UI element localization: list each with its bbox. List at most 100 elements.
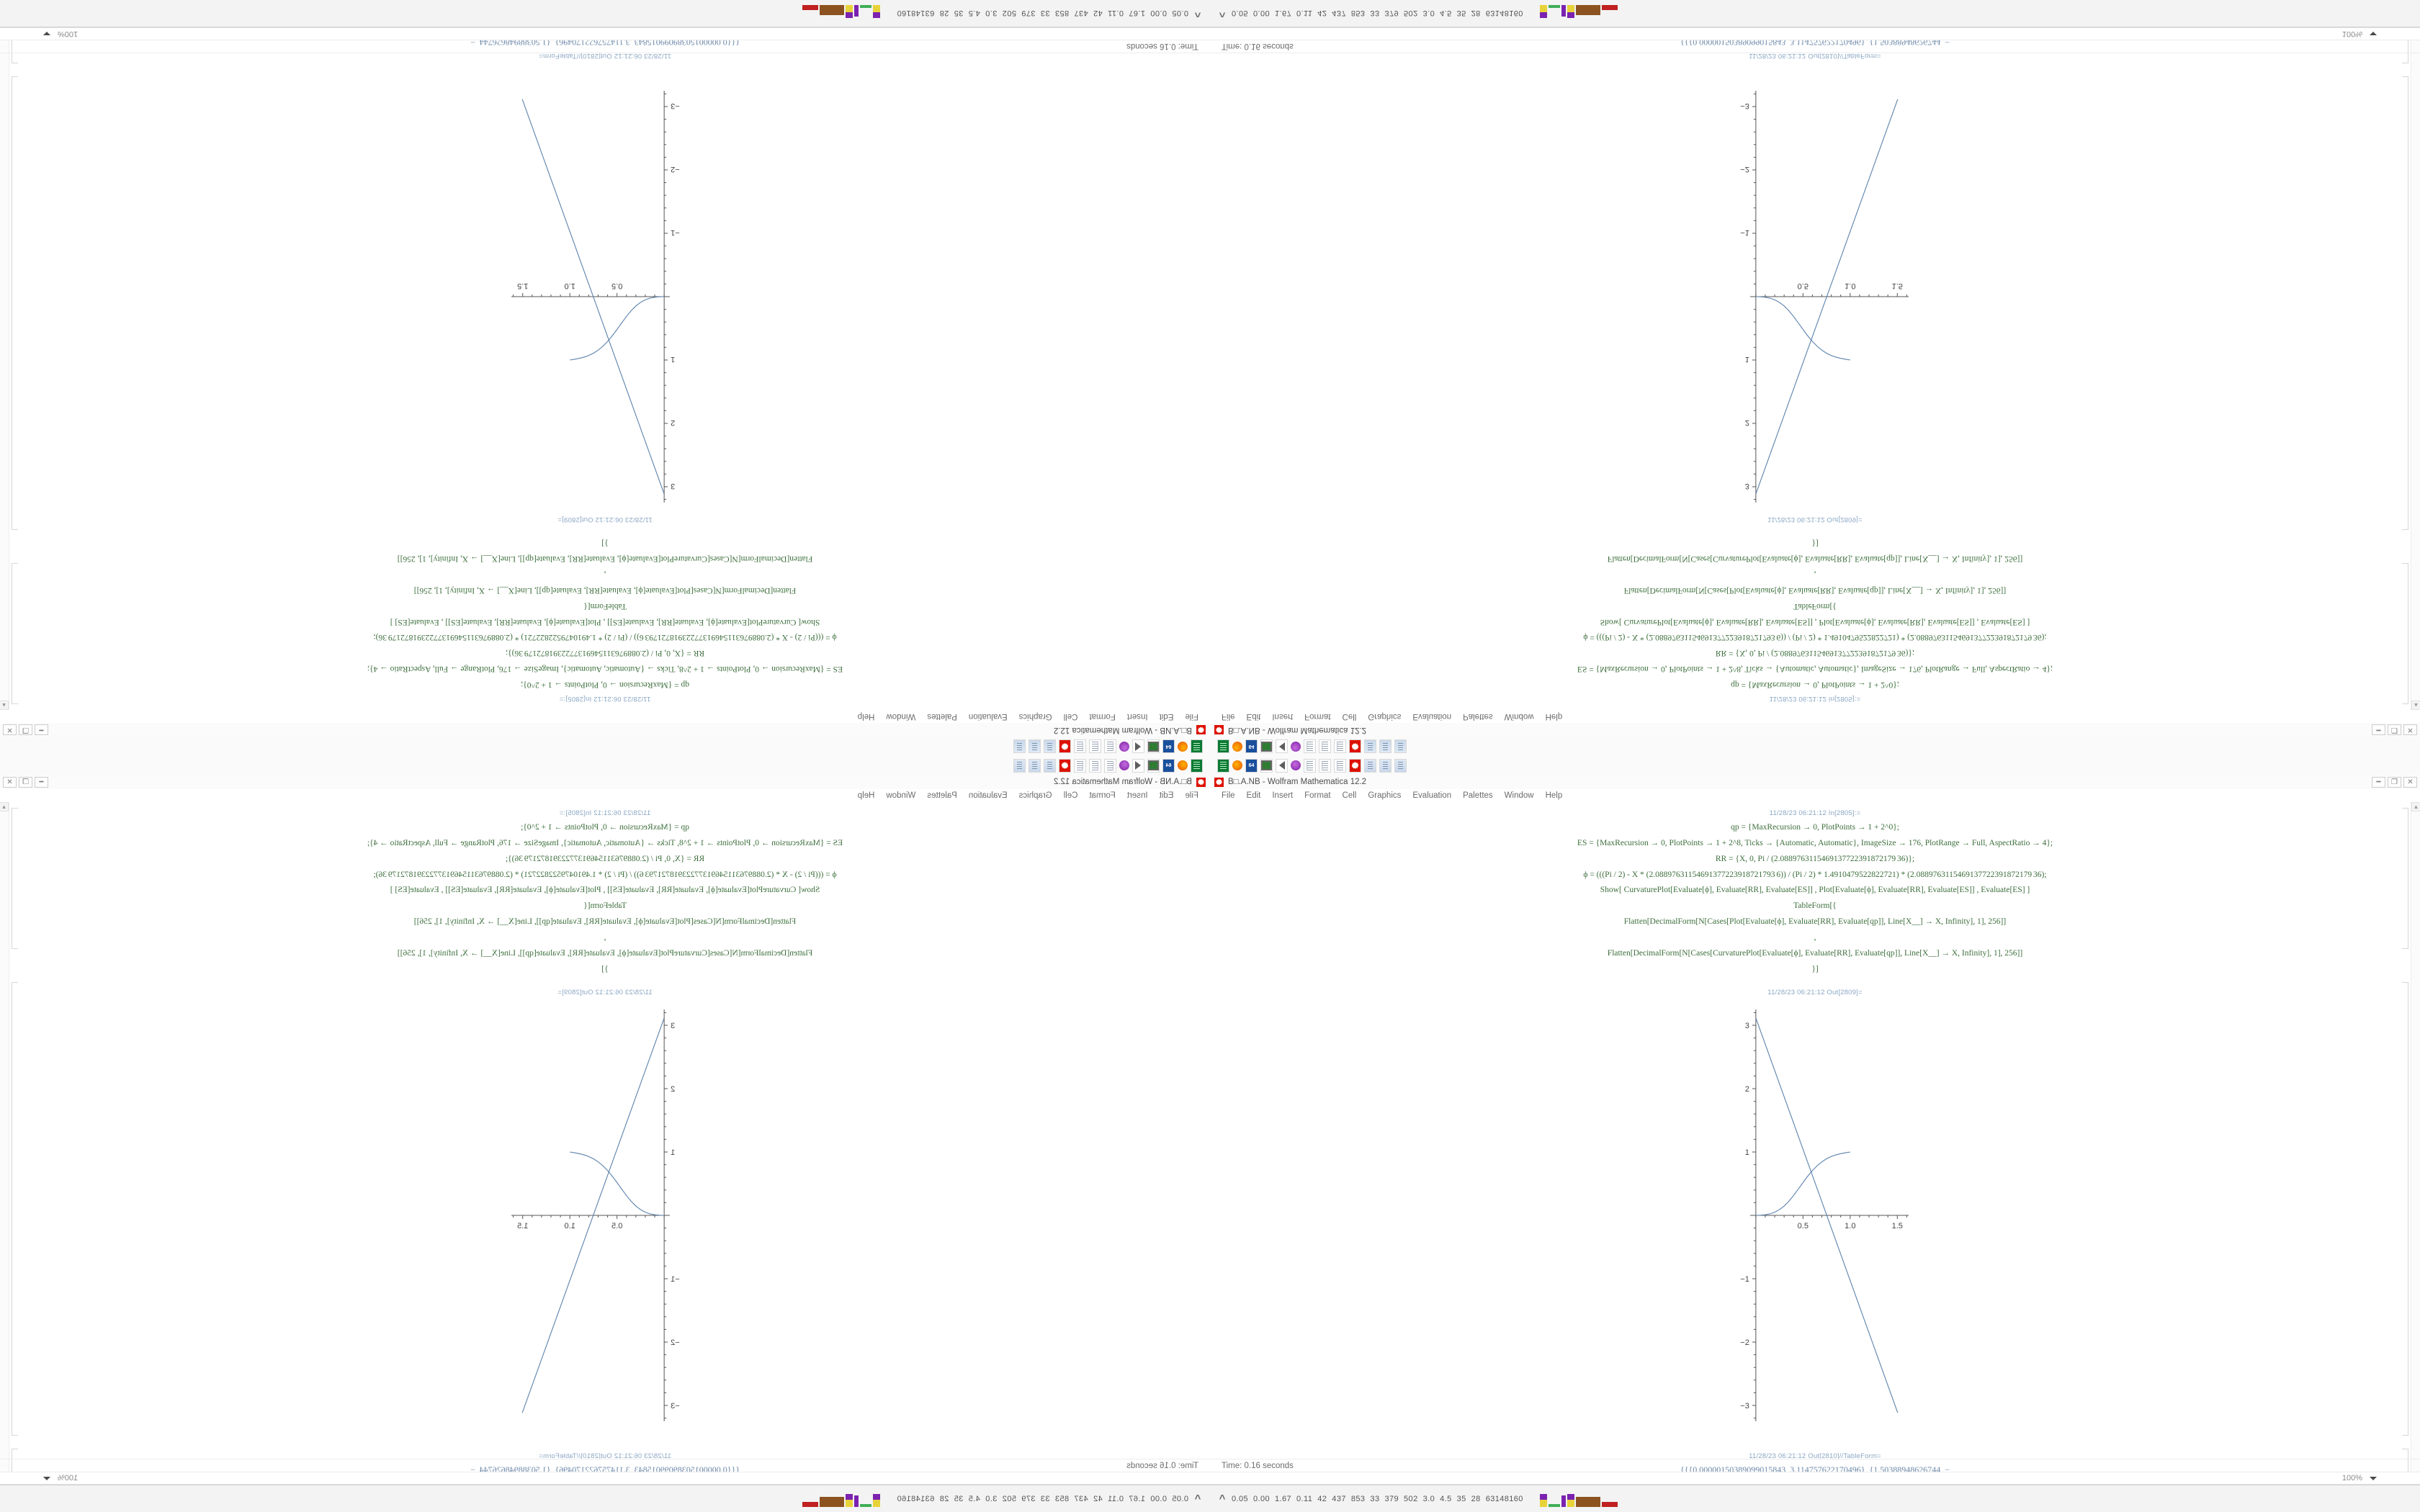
scroll-up-arrow[interactable]: ▲ — [2411, 802, 2420, 811]
chevron-down-icon[interactable] — [2370, 32, 2377, 36]
notebook-icon[interactable] — [1089, 758, 1101, 773]
start-chevron-icon[interactable]: ^ — [1194, 7, 1201, 19]
menu-item-edit[interactable]: Edit — [1246, 712, 1261, 721]
notebook-icon[interactable] — [1334, 758, 1346, 773]
media-icon[interactable] — [1119, 742, 1129, 752]
menu-item-format[interactable]: Format — [1089, 712, 1116, 721]
code-line[interactable]: Flatten[DecimalForm[N[Cases[CurvaturePlo… — [397, 948, 813, 958]
menu-item-format[interactable]: Format — [1304, 791, 1331, 800]
notebook-icon[interactable] — [1104, 758, 1116, 773]
notebook-canvas[interactable]: ▲ 11/28/23 06:21:12 In[2805]:= qp = {Max… — [1210, 802, 2420, 1484]
menu-item-edit[interactable]: Edit — [1159, 791, 1174, 800]
app-icon-strip[interactable] — [1210, 756, 2420, 775]
plot-output-cell[interactable]: 11/28/23 06:21:12 Out[2809]= 0.5 1.0 1.5 −3… — [1210, 63, 2420, 523]
os-taskbar[interactable]: ^ 0.05 0.00 1.67 0.11 42 437 853 33 379 502 3.0 4.5… — [1210, 0, 2420, 27]
menu-item-palettes[interactable]: Palettes — [1463, 712, 1493, 721]
close-button[interactable]: ✕ — [2403, 724, 2417, 736]
menu-bar[interactable]: File Edit Insert Format Cell Graphics Ev… — [1210, 789, 2420, 802]
code-line[interactable]: qp = {MaxRecursion → 0, PlotPoints → 1 +… — [521, 680, 689, 689]
media-icon[interactable] — [1291, 742, 1301, 752]
floppy64-icon[interactable] — [1162, 739, 1175, 754]
firefox-icon[interactable] — [1232, 760, 1242, 770]
menu-item-evaluation[interactable]: Evaluation — [1412, 712, 1452, 721]
minimize-button[interactable]: ━ — [2372, 776, 2385, 788]
menu-item-file[interactable]: File — [1185, 791, 1198, 800]
terminal-icon[interactable] — [1217, 758, 1229, 773]
mathematica-icon[interactable] — [1059, 739, 1071, 754]
menu-item-cell[interactable]: Cell — [1063, 791, 1078, 800]
menu-item-edit[interactable]: Edit — [1246, 791, 1261, 800]
cell-bracket[interactable] — [12, 563, 18, 704]
menu-item-window[interactable]: Window — [886, 712, 916, 721]
start-chevron-icon[interactable]: ^ — [1219, 7, 1226, 19]
menu-item-graphics[interactable]: Graphics — [1368, 791, 1402, 800]
notebook-icon[interactable] — [1074, 758, 1086, 773]
menu-item-file[interactable]: File — [1185, 712, 1198, 721]
floppy64-icon[interactable] — [1245, 758, 1258, 773]
firefox-icon[interactable] — [1178, 760, 1188, 770]
code-line[interactable]: , — [604, 932, 606, 942]
zoom-control[interactable]: 100% — [0, 28, 1210, 40]
cell-bracket[interactable] — [2402, 982, 2408, 1436]
phone-icon[interactable] — [1364, 739, 1376, 754]
code-line[interactable]: qp = {MaxRecursion → 0, PlotPoints → 1 +… — [521, 823, 689, 832]
code-line[interactable]: ES = {MaxRecursion → 0, PlotPoints → 1 +… — [1577, 838, 2053, 847]
code-line[interactable]: ES = {MaxRecursion → 0, PlotPoints → 1 +… — [367, 665, 843, 674]
input-cell[interactable]: 11/28/23 06:21:12 In[2805]:= qp = {MaxRe… — [1210, 802, 2420, 981]
phone-icon[interactable] — [1379, 739, 1392, 754]
code-line[interactable]: Show[ CurvaturePlot[Evaluate[ϕ], Evaluat… — [390, 617, 820, 626]
speaker-icon[interactable] — [1276, 739, 1288, 754]
notebook-icon[interactable] — [1334, 739, 1346, 754]
chevron-down-icon[interactable] — [43, 1476, 50, 1480]
code-line[interactable]: qp = {MaxRecursion → 0, PlotPoints → 1 +… — [1731, 823, 1899, 832]
phone-icon[interactable] — [1044, 739, 1056, 754]
code-line[interactable]: RR = {X, 0, Pi / (2.08897631154691377223… — [1715, 649, 1915, 658]
minimize-button[interactable]: ━ — [35, 776, 48, 788]
menu-item-insert[interactable]: Insert — [1272, 791, 1294, 800]
menu-item-palettes[interactable]: Palettes — [1463, 791, 1493, 800]
phone-icon[interactable] — [1394, 758, 1407, 773]
cell-bracket[interactable] — [2402, 563, 2408, 704]
code-line[interactable]: Flatten[DecimalForm[N[Cases[Plot[Evaluat… — [1623, 585, 2007, 595]
zoom-control[interactable]: 100% — [1210, 1472, 2420, 1484]
phone-icon[interactable] — [1013, 739, 1026, 754]
notebook-canvas[interactable]: ▲ 11/28/23 06:21:12 In[2805]:= qp = {Max… — [0, 802, 1210, 1484]
code-line[interactable]: }] — [601, 964, 609, 973]
menu-item-format[interactable]: Format — [1304, 712, 1331, 721]
notebook-icon[interactable] — [1304, 758, 1316, 773]
scroll-up-arrow[interactable]: ▲ — [2411, 701, 2420, 710]
window-titlebar[interactable]: B□.A.NB - Wolfram Mathematica 12.2 ━ ❐ ✕ — [0, 723, 1210, 737]
notebook-canvas[interactable]: ▲ 11/28/23 06:21:12 In[2805]:= qp = {Max… — [1210, 28, 2420, 710]
code-line[interactable]: qp = {MaxRecursion → 0, PlotPoints → 1 +… — [1731, 680, 1899, 689]
chevron-down-icon[interactable] — [43, 32, 50, 36]
app-icon-strip[interactable] — [0, 756, 1210, 775]
notebook-icon[interactable] — [1304, 739, 1316, 754]
monitor-icon[interactable] — [1147, 739, 1160, 754]
code-line[interactable]: ES = {MaxRecursion → 0, PlotPoints → 1 +… — [1577, 665, 2053, 674]
os-taskbar[interactable]: ^ 0.05 0.00 1.67 0.11 42 437 853 33 379 502 3.0 4.5… — [0, 0, 1210, 27]
input-cell[interactable]: 11/28/23 06:21:12 In[2805]:= qp = {MaxRe… — [0, 802, 1210, 981]
phone-icon[interactable] — [1394, 739, 1407, 754]
scroll-up-arrow[interactable]: ▲ — [0, 802, 9, 811]
media-icon[interactable] — [1291, 760, 1301, 770]
plot-output-cell[interactable]: 11/28/23 06:21:12 Out[2809]= 0.5 1.0 1.5 −3… — [0, 63, 1210, 523]
monitor-icon[interactable] — [1260, 758, 1273, 773]
input-cell[interactable]: 11/28/23 06:21:12 In[2805]:= qp = {MaxRe… — [0, 531, 1210, 710]
notebook-scrollbar[interactable]: ▲ — [2411, 802, 2420, 1484]
code-line[interactable]: Flatten[DecimalForm[N[Cases[CurvaturePlo… — [1607, 554, 2023, 564]
restore-button[interactable]: ❐ — [19, 724, 32, 736]
window-titlebar[interactable]: B□.A.NB - Wolfram Mathematica 12.2 ━ ❐ ✕ — [1210, 723, 2420, 737]
menu-item-evaluation[interactable]: Evaluation — [1412, 791, 1452, 800]
code-line[interactable]: ϕ = (((Pi / 2) - X * (2.0889763115469137… — [373, 633, 837, 642]
zoom-control[interactable]: 100% — [0, 1472, 1210, 1484]
phone-icon[interactable] — [1379, 758, 1392, 773]
restore-button[interactable]: ❐ — [2388, 776, 2401, 788]
menu-item-graphics[interactable]: Graphics — [1018, 712, 1052, 721]
code-line[interactable]: ES = {MaxRecursion → 0, PlotPoints → 1 +… — [367, 838, 843, 847]
mathematica-icon[interactable] — [1059, 758, 1071, 773]
notebook-icon[interactable] — [1319, 739, 1331, 754]
menu-item-window[interactable]: Window — [886, 791, 916, 800]
menu-item-insert[interactable]: Insert — [1126, 791, 1148, 800]
menu-item-graphics[interactable]: Graphics — [1018, 791, 1052, 800]
start-chevron-icon[interactable]: ^ — [1194, 1493, 1201, 1505]
